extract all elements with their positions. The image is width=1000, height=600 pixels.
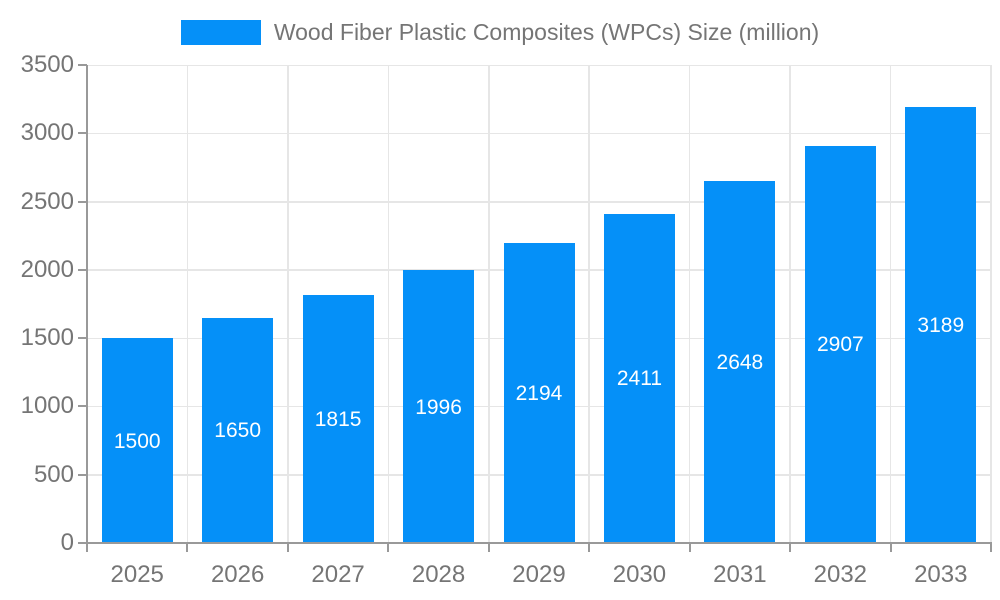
x-tick-label: 2027 <box>311 561 365 588</box>
x-tick-label: 2032 <box>813 561 868 588</box>
y-tick-label: 2000 <box>20 255 74 283</box>
gridline-horizontal <box>87 201 991 203</box>
bar <box>603 213 675 543</box>
gridline-vertical <box>688 65 691 543</box>
chart-legend[interactable]: Wood Fiber Plastic Composites (WPCs) Siz… <box>0 17 1000 47</box>
x-axis-tick <box>487 543 490 552</box>
bar-value-label: 2411 <box>616 367 663 391</box>
x-tick-label: 2031 <box>713 561 767 588</box>
y-axis-line <box>86 65 88 544</box>
gridline-vertical <box>488 65 490 543</box>
bar <box>202 317 274 543</box>
y-tick-label: 500 <box>33 460 74 488</box>
x-axis-tick <box>990 543 992 552</box>
y-axis-tick <box>78 268 87 271</box>
y-axis-tick <box>78 405 87 408</box>
bar <box>101 338 173 543</box>
x-axis-tick <box>286 543 289 552</box>
y-tick-label: 1000 <box>20 392 74 420</box>
bar-value-label: 1996 <box>415 395 462 419</box>
x-axis-tick <box>186 543 189 552</box>
x-axis-tick <box>588 543 591 552</box>
y-tick-label: 3000 <box>20 119 74 147</box>
bar-value-label: 1650 <box>214 419 262 443</box>
x-tick-label: 2028 <box>411 561 466 588</box>
bar-value-label: 2648 <box>716 351 764 375</box>
x-tick-label: 2026 <box>210 561 265 588</box>
x-tick-label: 2029 <box>512 561 566 588</box>
legend-swatch-icon <box>180 19 261 45</box>
y-axis-tick <box>78 64 87 66</box>
gridline-vertical <box>789 65 791 543</box>
gridline-vertical <box>186 65 189 543</box>
bar-value-label: 3189 <box>917 314 965 338</box>
gridline-vertical <box>990 65 992 543</box>
gridline-vertical <box>287 65 289 543</box>
y-tick-label: 2500 <box>20 187 74 215</box>
x-tick-label: 2033 <box>914 561 968 588</box>
legend-series-label: Wood Fiber Plastic Composites (WPCs) Siz… <box>273 18 820 45</box>
x-axis-tick <box>688 543 691 552</box>
bar-value-label: 1500 <box>113 429 161 453</box>
gridline-vertical <box>588 65 590 543</box>
x-axis-tick <box>789 543 792 552</box>
bar <box>503 243 575 543</box>
bar-value-label: 2194 <box>515 382 563 406</box>
x-axis-tick <box>387 543 390 552</box>
bar-value-label: 1815 <box>314 408 362 432</box>
bar <box>804 145 876 543</box>
y-tick-label: 1500 <box>20 324 74 352</box>
bar <box>905 107 977 543</box>
gridline-horizontal <box>87 64 991 66</box>
gridline-vertical <box>387 65 390 543</box>
y-axis-tick <box>78 337 87 340</box>
bar <box>403 270 475 543</box>
y-axis-tick <box>78 542 87 544</box>
x-axis-tick <box>86 543 88 552</box>
x-tick-label: 2025 <box>110 561 164 588</box>
gridline-horizontal <box>87 132 991 135</box>
x-tick-label: 2030 <box>612 561 667 588</box>
y-axis-tick <box>78 132 87 135</box>
y-axis-tick <box>78 200 87 203</box>
gridline-vertical <box>889 65 892 543</box>
bar <box>302 295 374 543</box>
bar-value-label: 2907 <box>816 333 864 357</box>
bar <box>704 181 776 543</box>
y-tick-label: 0 <box>60 529 74 556</box>
x-axis-line <box>86 542 992 544</box>
y-axis-tick <box>78 473 87 476</box>
y-tick-label: 3500 <box>20 51 74 78</box>
x-axis-tick <box>889 543 892 552</box>
